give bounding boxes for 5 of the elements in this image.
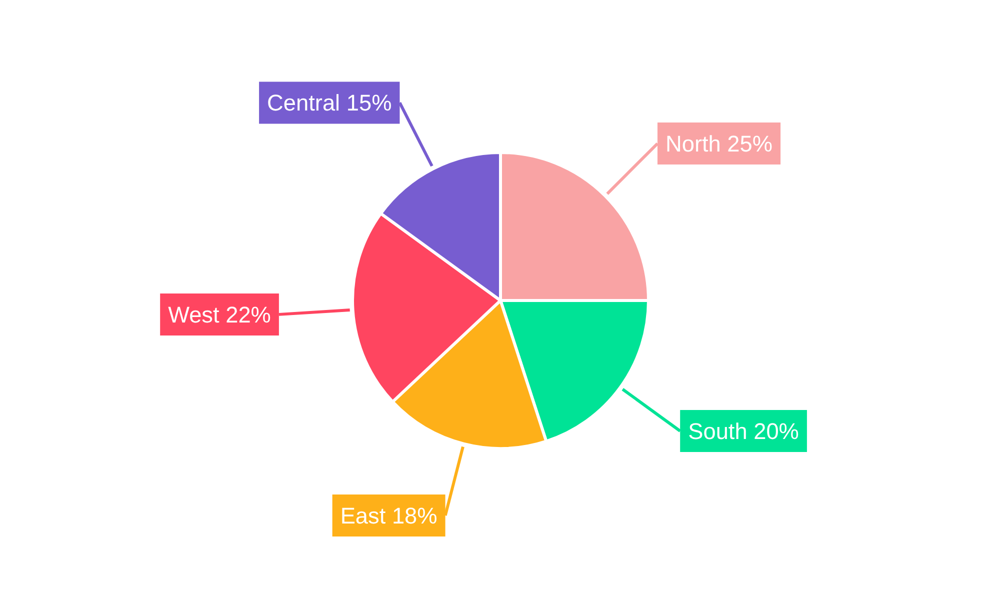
slice-label: East 18% <box>340 502 438 529</box>
slice-label: North 25% <box>665 130 773 157</box>
slice-label: South 20% <box>688 418 799 444</box>
slice-label: Central 15% <box>267 90 392 116</box>
slice-label: West 22% <box>168 301 271 328</box>
